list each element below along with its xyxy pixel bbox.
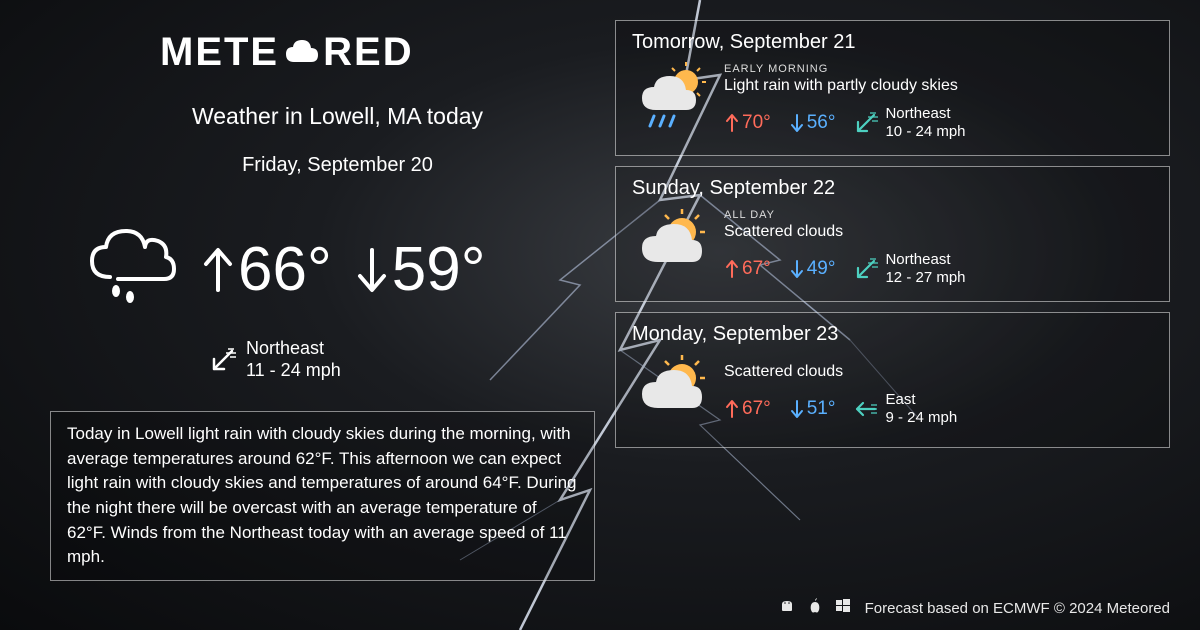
forecast-card: Monday, September 23 Scattered clouds 67… bbox=[615, 312, 1170, 448]
wind-speed: 11 - 24 mph bbox=[246, 360, 341, 382]
forecast-weather-icon bbox=[632, 206, 710, 289]
today-high: 66° bbox=[198, 234, 332, 305]
forecast-wind: Northeast12 - 27 mph bbox=[853, 251, 965, 286]
today-description: Today in Lowell light rain with cloudy s… bbox=[50, 411, 595, 581]
today-wind: Northeast 11 - 24 mph bbox=[208, 338, 595, 381]
footer: Forecast based on ECMWF © 2024 Meteored bbox=[30, 598, 1170, 618]
forecast-high: 67° bbox=[724, 258, 771, 280]
brand-prefix: METE bbox=[160, 30, 279, 75]
forecast-condition: Light rain with partly cloudy skies bbox=[724, 77, 1153, 95]
forecast-low: 49° bbox=[789, 258, 836, 280]
arrow-down-icon bbox=[352, 240, 392, 300]
forecast-weather-icon bbox=[632, 352, 710, 435]
forecast-high: 70° bbox=[724, 112, 771, 134]
brand-suffix: RED bbox=[323, 30, 413, 75]
forecast-date: Tomorrow, September 21 bbox=[632, 31, 1153, 54]
forecast-card: Sunday, September 22 ALL DAY Scattered c… bbox=[615, 166, 1170, 302]
forecast-condition: Scattered clouds bbox=[724, 223, 1153, 241]
forecast-card: Tomorrow, September 21 EARLY MORNING Lig… bbox=[615, 20, 1170, 156]
arrow-up-icon bbox=[198, 240, 238, 300]
forecast-wind: Northeast10 - 24 mph bbox=[853, 105, 965, 140]
today-low: 59° bbox=[352, 234, 486, 305]
rain-cloud-icon bbox=[80, 217, 180, 322]
apple-icon bbox=[807, 598, 823, 618]
forecast-high: 67° bbox=[724, 398, 771, 420]
forecast-date: Monday, September 23 bbox=[632, 323, 1153, 346]
forecast-period: ALL DAY bbox=[724, 209, 1153, 221]
android-icon bbox=[779, 598, 795, 618]
brand-cloud-icon bbox=[281, 36, 321, 70]
brand-logo: METE RED bbox=[160, 30, 595, 75]
wind-arrow-icon bbox=[208, 345, 238, 375]
forecast-low: 51° bbox=[789, 398, 836, 420]
wind-direction: Northeast bbox=[246, 338, 341, 360]
forecast-list: Tomorrow, September 21 EARLY MORNING Lig… bbox=[615, 20, 1170, 585]
forecast-condition: Scattered clouds bbox=[724, 363, 1153, 381]
forecast-period: EARLY MORNING bbox=[724, 63, 1153, 75]
forecast-date: Sunday, September 22 bbox=[632, 177, 1153, 200]
page-title: Weather in Lowell, MA today bbox=[80, 103, 595, 130]
windows-icon bbox=[835, 598, 851, 618]
forecast-low: 56° bbox=[789, 112, 836, 134]
forecast-weather-icon bbox=[632, 60, 710, 143]
today-date: Friday, September 20 bbox=[80, 154, 595, 177]
footer-text: Forecast based on ECMWF © 2024 Meteored bbox=[865, 600, 1170, 617]
forecast-wind: East9 - 24 mph bbox=[853, 391, 957, 426]
